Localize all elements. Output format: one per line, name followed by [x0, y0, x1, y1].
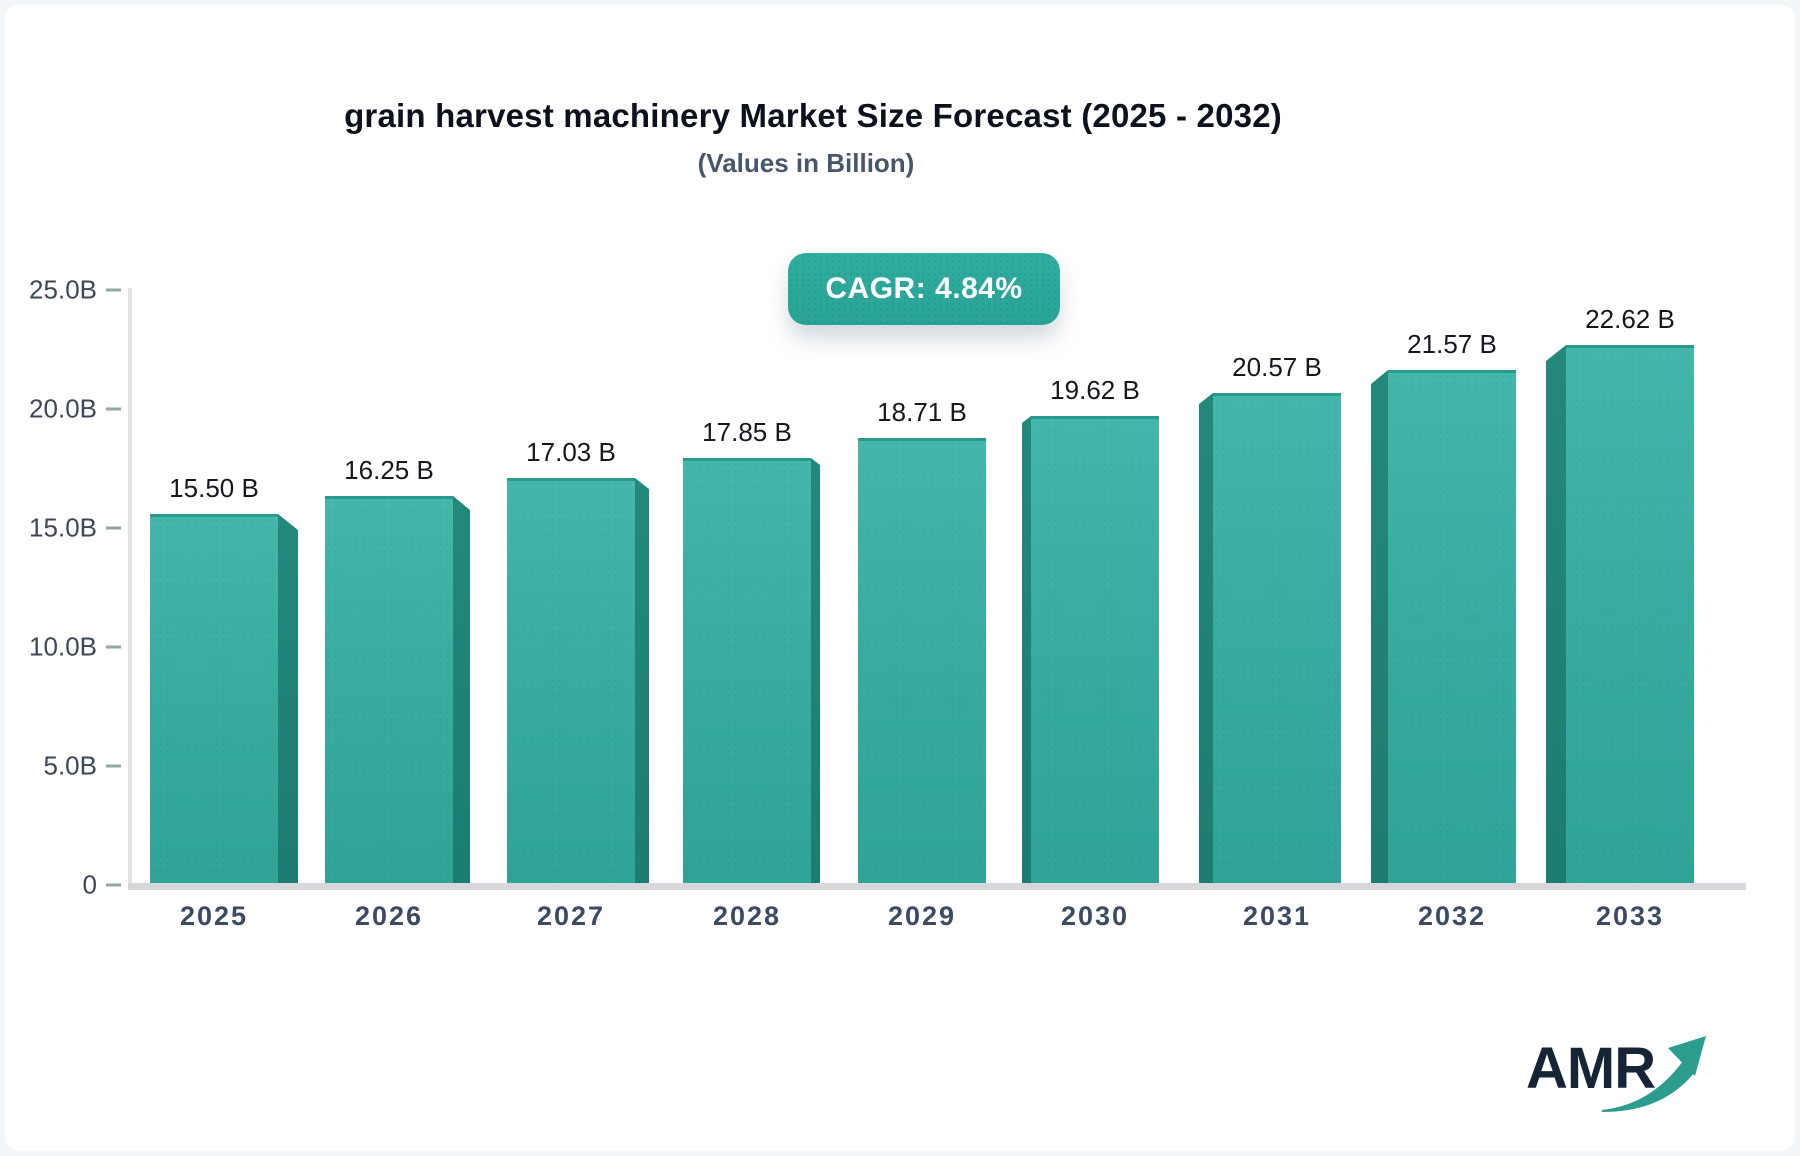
y-axis-tick-mark — [106, 645, 121, 649]
bar-face — [1566, 345, 1694, 883]
x-axis-label-2026: 2026 — [354, 901, 424, 931]
logo-text: AMR — [1526, 1036, 1655, 1101]
bar-value-label: 19.62 B — [1050, 375, 1140, 405]
bar-face — [1388, 370, 1516, 883]
bar-face — [325, 496, 453, 883]
bar-side-3d — [278, 514, 298, 883]
bar-value-label: 17.03 B — [526, 437, 616, 467]
bar-group-2031: 20.57 B — [1199, 352, 1341, 883]
bar-value-label: 15.50 B — [169, 473, 259, 503]
bar-value-label: 20.57 B — [1232, 352, 1322, 382]
bar-side-3d — [811, 458, 820, 883]
bar-side-3d — [453, 496, 470, 883]
logo-arrow-icon — [1602, 1036, 1706, 1112]
bar-group-2033: 22.62 B — [1546, 304, 1694, 883]
y-axis-tick-label: 25.0B — [29, 274, 97, 305]
chart-subtitle: (Values in Billion) — [697, 148, 915, 178]
bar-face — [683, 458, 811, 883]
bar-group-2025: 15.50 B — [150, 473, 298, 883]
bar-group-2032: 21.57 B — [1371, 329, 1516, 883]
bar-face — [1031, 416, 1159, 883]
bar-group-2030: 19.62 B — [1022, 375, 1159, 883]
bar-value-label: 18.71 B — [877, 397, 967, 427]
bar-side-3d — [1546, 345, 1566, 883]
cagr-badge: CAGR: 4.84% — [788, 253, 1060, 325]
bar-value-label: 22.62 B — [1585, 304, 1675, 334]
x-axis-label-2029: 2029 — [887, 901, 957, 931]
bar-face — [150, 514, 278, 883]
amr-logo: AMR — [1526, 1036, 1706, 1112]
bar-side-3d — [1371, 370, 1388, 883]
y-axis-tick-mark — [106, 288, 121, 292]
x-axis-label-2030: 2030 — [1060, 901, 1130, 931]
cagr-badge-label: CAGR: 4.84% — [825, 272, 1023, 305]
bar-group-2026: 16.25 B — [325, 455, 470, 883]
chart-title: grain harvest machinery Market Size Fore… — [344, 97, 1282, 134]
x-axis-label-2028: 2028 — [712, 901, 782, 931]
y-axis-tick-mark — [106, 526, 121, 530]
bar-side-3d — [635, 478, 649, 883]
x-axis-label-2031: 2031 — [1242, 901, 1312, 931]
bar-value-label: 17.85 B — [702, 417, 792, 447]
y-axis-line — [128, 288, 132, 883]
bar-face — [507, 478, 635, 883]
y-axis-tick-mark — [106, 407, 121, 411]
bar-group-2029: 18.71 B — [858, 397, 986, 883]
y-axis-tick-label: 15.0B — [29, 512, 97, 543]
bar-side-3d — [1199, 393, 1213, 883]
y-axis-tick-mark — [106, 764, 121, 768]
bar-group-2027: 17.03 B — [507, 437, 649, 883]
bar-group-2028: 17.85 B — [683, 417, 820, 883]
y-axis-tick-label: 10.0B — [29, 631, 97, 662]
x-axis-baseline — [128, 883, 1746, 890]
x-axis-label-2032: 2032 — [1417, 901, 1487, 931]
bar-face — [1213, 393, 1341, 883]
y-axis-tick-label: 5.0B — [43, 750, 98, 781]
x-axis-label-2027: 2027 — [536, 901, 606, 931]
bar-side-3d — [1022, 416, 1031, 883]
y-axis-tick-mark — [106, 883, 121, 887]
bar-face — [858, 438, 986, 883]
y-axis-tick-label: 0 — [82, 869, 97, 900]
x-axis-label-2025: 2025 — [179, 901, 249, 931]
x-axis-label-2033: 2033 — [1595, 901, 1665, 931]
bar-value-label: 16.25 B — [344, 455, 434, 485]
bar-value-label: 21.57 B — [1407, 329, 1497, 359]
y-axis-tick-label: 20.0B — [29, 393, 97, 424]
